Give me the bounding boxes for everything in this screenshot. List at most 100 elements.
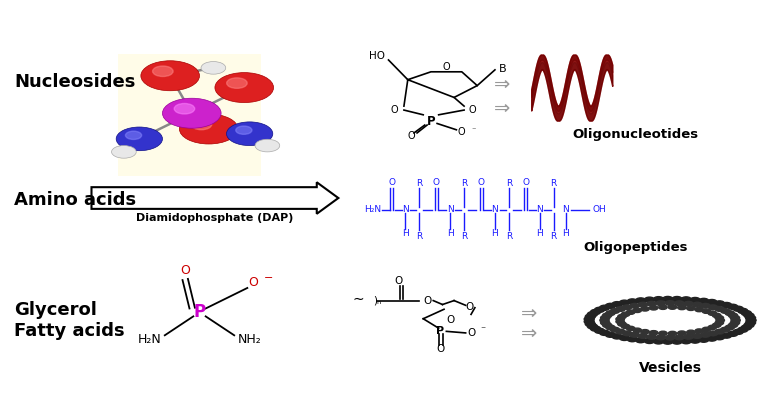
Circle shape (650, 331, 658, 335)
Text: H: H (402, 229, 409, 238)
Circle shape (709, 331, 718, 336)
Circle shape (606, 325, 615, 330)
Circle shape (152, 66, 173, 76)
Circle shape (672, 339, 682, 344)
Circle shape (708, 311, 716, 315)
Circle shape (659, 305, 667, 310)
Circle shape (141, 61, 200, 91)
Circle shape (715, 321, 723, 325)
Circle shape (653, 297, 664, 302)
Text: O: O (468, 105, 476, 115)
Circle shape (668, 305, 677, 309)
Circle shape (587, 312, 598, 317)
Circle shape (709, 305, 718, 310)
Circle shape (674, 301, 684, 306)
Text: H: H (447, 229, 454, 238)
Circle shape (647, 301, 657, 306)
Text: R: R (506, 178, 512, 188)
FancyBboxPatch shape (119, 54, 261, 176)
Circle shape (741, 310, 751, 316)
Circle shape (672, 296, 682, 302)
Circle shape (600, 330, 610, 336)
Circle shape (638, 302, 647, 307)
Circle shape (626, 310, 635, 314)
Text: N: N (402, 205, 409, 214)
Circle shape (644, 297, 654, 302)
Circle shape (227, 122, 273, 146)
Circle shape (602, 323, 611, 328)
Circle shape (627, 336, 637, 342)
Text: R: R (550, 178, 556, 188)
Circle shape (125, 131, 141, 140)
Circle shape (601, 316, 610, 320)
Circle shape (681, 297, 692, 302)
Circle shape (725, 325, 734, 330)
Circle shape (633, 328, 642, 332)
Circle shape (618, 314, 626, 319)
Circle shape (647, 334, 657, 339)
Circle shape (650, 306, 658, 310)
Text: )ₙ: )ₙ (373, 296, 381, 306)
Circle shape (602, 313, 611, 318)
Text: O: O (388, 178, 395, 187)
Circle shape (636, 338, 646, 343)
Circle shape (641, 307, 650, 311)
Circle shape (117, 127, 162, 151)
Circle shape (644, 338, 654, 344)
Text: O: O (443, 62, 450, 72)
Circle shape (622, 305, 632, 310)
Text: $\Rightarrow$: $\Rightarrow$ (490, 74, 511, 93)
Circle shape (733, 306, 744, 311)
Circle shape (633, 308, 642, 312)
Circle shape (692, 334, 702, 338)
Circle shape (668, 331, 677, 336)
Text: Oligonucleotides: Oligonucleotides (573, 128, 699, 142)
Circle shape (699, 337, 709, 342)
Circle shape (594, 307, 605, 312)
Text: O: O (465, 302, 474, 312)
Circle shape (684, 301, 693, 306)
Circle shape (692, 302, 702, 307)
Circle shape (255, 139, 280, 152)
Circle shape (630, 304, 639, 308)
Text: O: O (478, 178, 485, 187)
Text: Vesicles: Vesicles (639, 361, 702, 375)
Circle shape (584, 316, 594, 322)
Text: NH₂: NH₂ (238, 333, 262, 346)
Circle shape (684, 334, 693, 339)
Circle shape (737, 327, 747, 332)
Circle shape (678, 305, 686, 310)
Circle shape (591, 326, 601, 331)
Circle shape (616, 329, 625, 334)
Circle shape (656, 301, 665, 306)
Text: ⁻: ⁻ (471, 125, 476, 134)
Circle shape (619, 300, 629, 305)
Text: P: P (193, 304, 206, 322)
Circle shape (690, 298, 700, 302)
Text: Oligopeptides: Oligopeptides (583, 241, 688, 254)
Text: P: P (436, 326, 444, 336)
Circle shape (730, 320, 740, 325)
Circle shape (674, 335, 684, 340)
Circle shape (713, 323, 721, 327)
Text: O: O (446, 315, 455, 325)
Circle shape (622, 324, 629, 328)
Circle shape (744, 313, 754, 318)
Circle shape (728, 304, 738, 309)
Circle shape (731, 318, 740, 323)
Circle shape (201, 62, 226, 74)
Circle shape (227, 78, 247, 88)
Circle shape (701, 332, 710, 337)
Text: N: N (447, 205, 454, 214)
Circle shape (699, 298, 709, 304)
Text: O: O (467, 328, 476, 338)
Text: Glycerol
Fatty acids: Glycerol Fatty acids (14, 301, 125, 340)
Text: P: P (427, 115, 435, 128)
Text: N: N (536, 205, 543, 214)
Circle shape (746, 315, 755, 320)
Text: R: R (416, 178, 423, 188)
Circle shape (601, 320, 610, 325)
Circle shape (191, 119, 211, 130)
Circle shape (622, 331, 632, 336)
Text: Amino acids: Amino acids (14, 191, 137, 209)
